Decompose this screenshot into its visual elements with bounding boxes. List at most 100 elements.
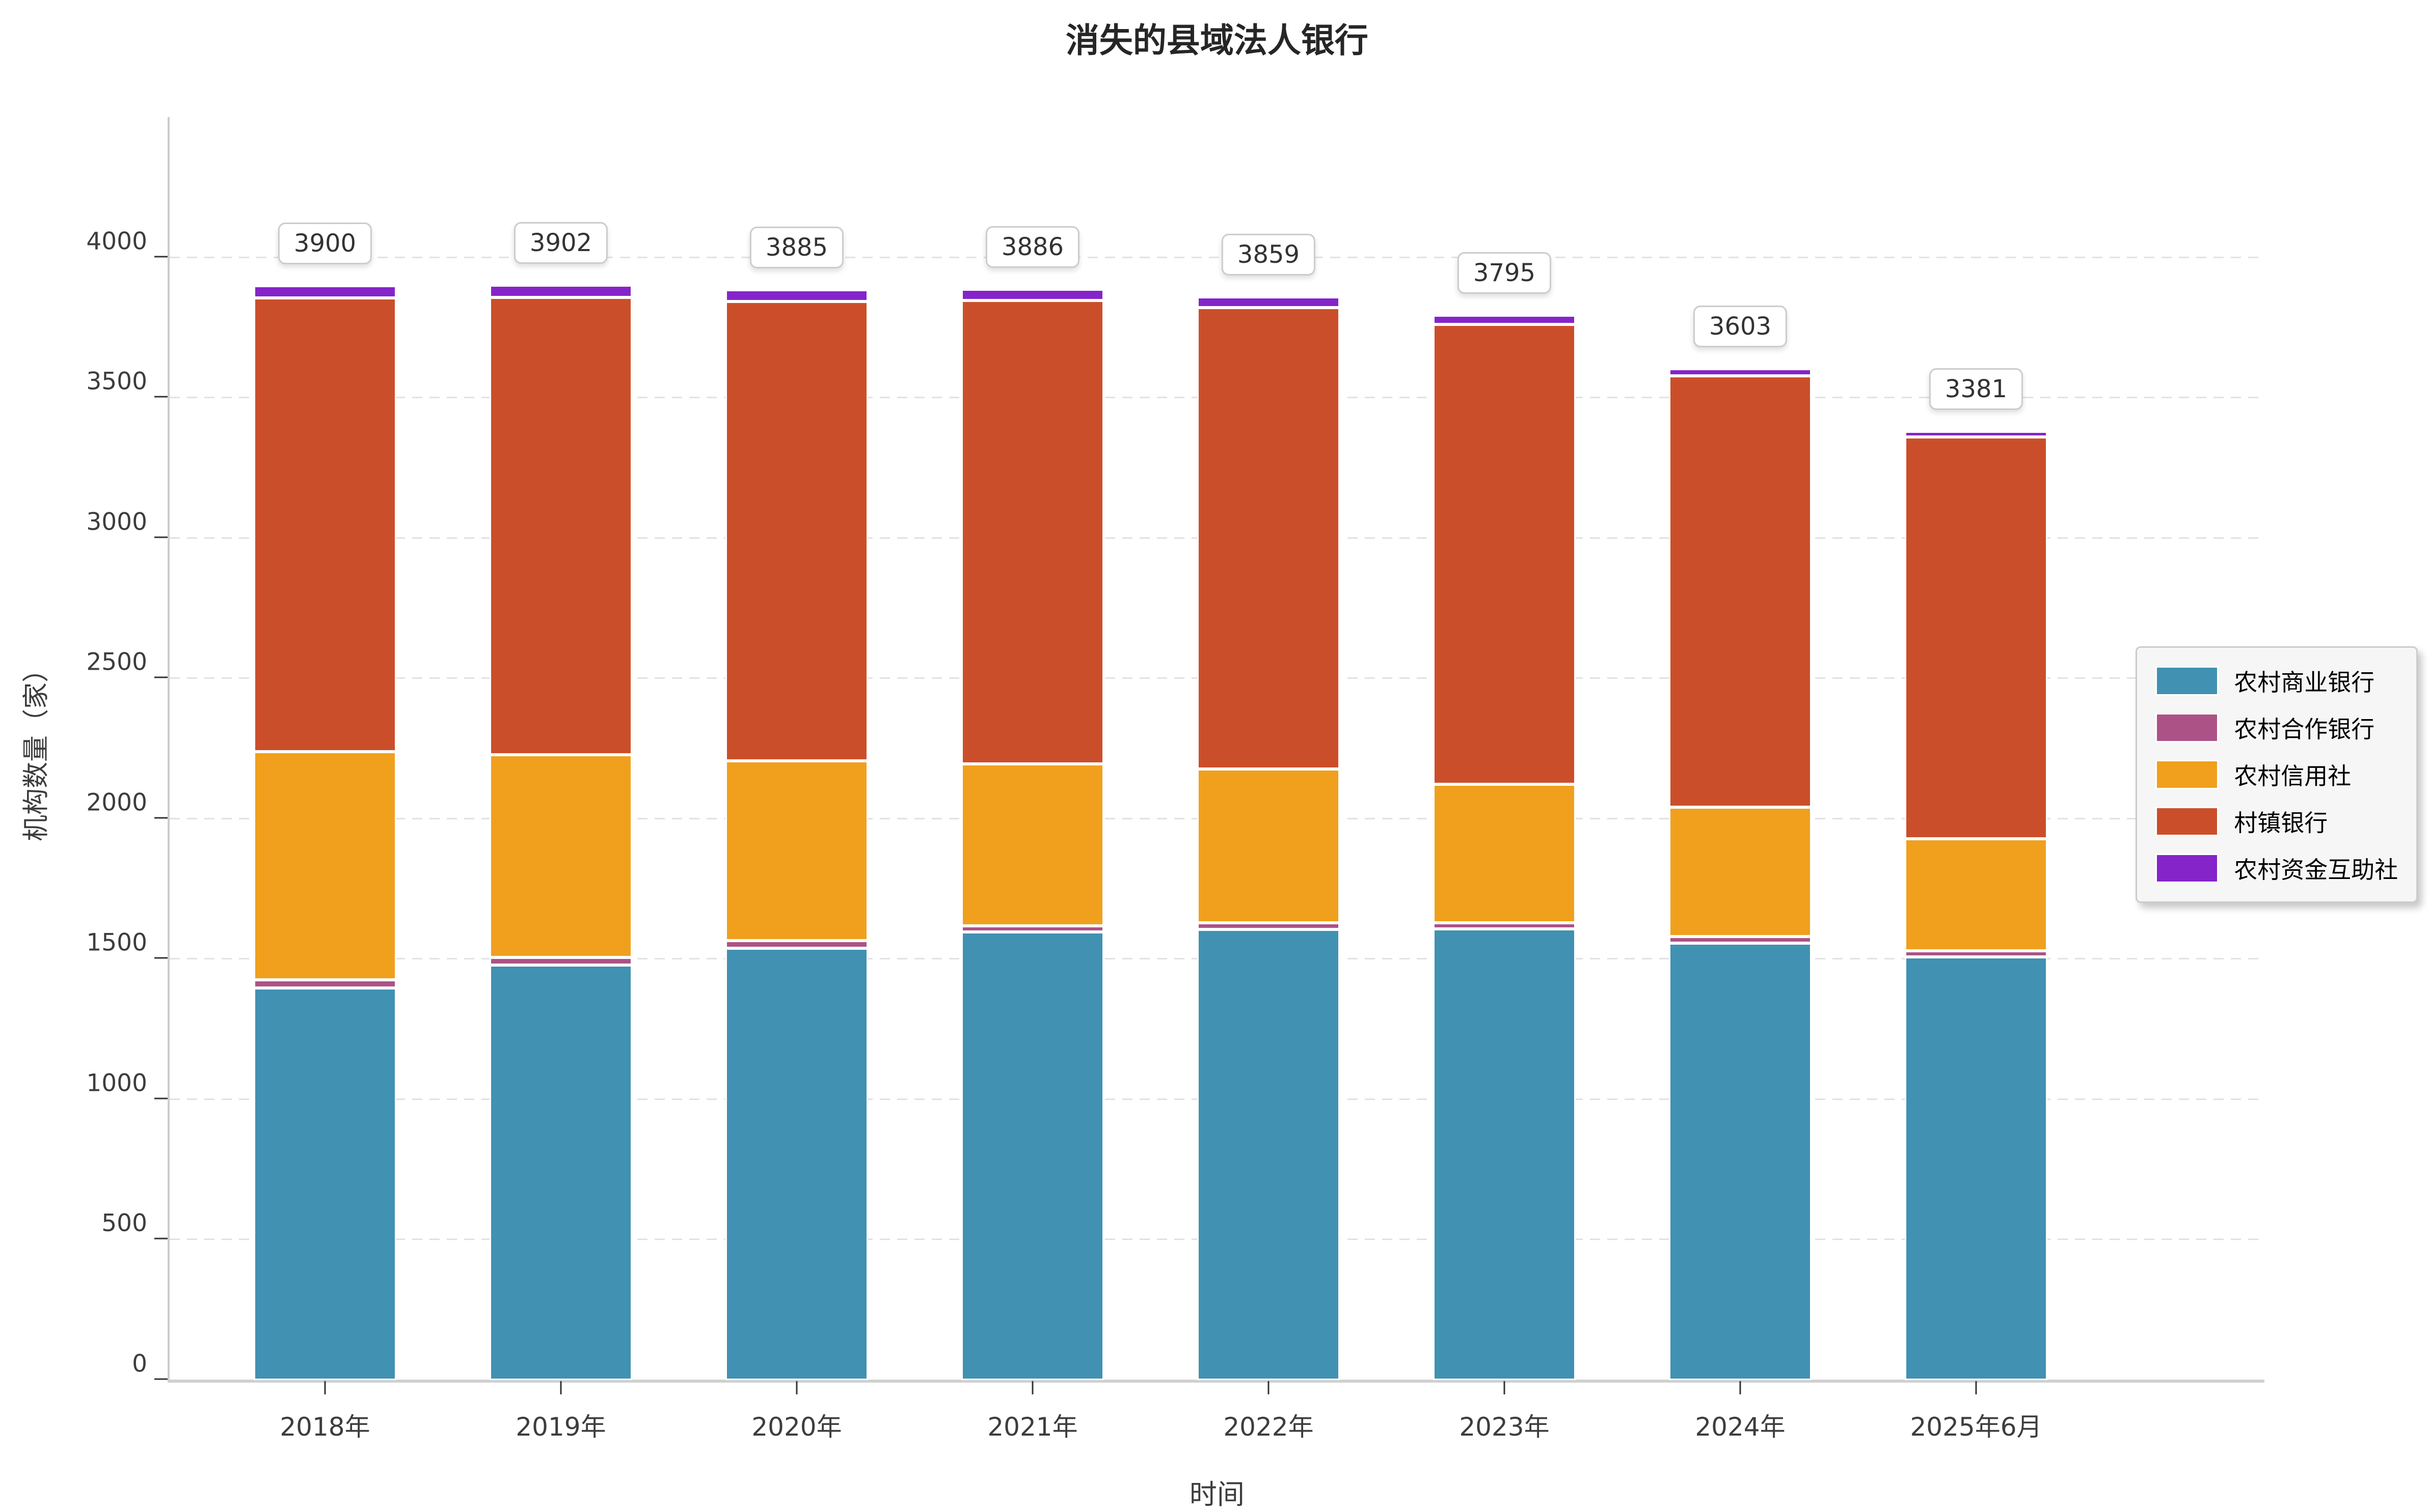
segment-rural-cooperative-bank [1905, 950, 2047, 957]
segment-rural-cooperative-bank [1669, 937, 1812, 943]
legend-item-rural-mutual-aid-cooperative: 农村资金互助社 [2155, 851, 2398, 885]
segment-rural-commercial-bank [725, 948, 868, 1380]
segment-rural-mutual-aid-cooperative [1433, 315, 1576, 324]
bar-group-2019年: 3902 2019年 [489, 117, 632, 1442]
segment-village-bank [961, 300, 1104, 764]
y-tick-label: 3500 [86, 367, 147, 396]
x-tick-label: 2018年 [280, 1412, 370, 1442]
bar-group-2023年: 3795 2023年 [1433, 117, 1576, 1442]
x-tick-label: 2023年 [1459, 1412, 1550, 1442]
segment-rural-mutual-aid-cooperative [489, 285, 632, 297]
y-tick-label: 2500 [86, 648, 147, 676]
segment-village-bank [489, 297, 632, 755]
segment-rural-commercial-bank [1433, 929, 1576, 1380]
y-tick-mark [154, 396, 168, 398]
y-tick-label: 2000 [86, 788, 147, 817]
segment-rural-credit-cooperative [1669, 807, 1812, 937]
legend-label: 农村商业银行 [2234, 669, 2375, 697]
segment-rural-mutual-aid-cooperative [1905, 431, 2047, 437]
segment-rural-cooperative-bank [253, 979, 396, 988]
segment-rural-commercial-bank [961, 932, 1104, 1380]
y-tick-mark [154, 1238, 168, 1240]
segment-rural-cooperative-bank [489, 957, 632, 966]
legend-swatch-rural-cooperative-bank [2155, 713, 2219, 743]
chart-title: 消失的县域法人银行 [1065, 21, 1368, 60]
bar-total-label: 3900 [278, 222, 372, 264]
legend-item-rural-credit-cooperative: 农村信用社 [2155, 758, 2398, 791]
segment-rural-credit-cooperative [253, 752, 396, 980]
bar-group-2021年: 3886 2021年 [961, 117, 1104, 1442]
y-tick-mark [154, 536, 168, 538]
segment-rural-cooperative-bank [725, 940, 868, 948]
y-tick-label: 500 [101, 1209, 147, 1238]
y-tick-label: 3000 [86, 508, 147, 536]
bar-total-label: 3381 [1929, 368, 2023, 410]
segment-rural-mutual-aid-cooperative [1669, 369, 1812, 376]
segment-village-bank [725, 301, 868, 761]
bar-total-label: 3859 [1221, 234, 1316, 276]
x-tick-mark [560, 1381, 562, 1394]
x-tick-label: 2019年 [516, 1412, 606, 1442]
legend-label: 农村信用社 [2234, 762, 2352, 790]
gridline-4000 [169, 256, 2265, 258]
segment-rural-credit-cooperative [1433, 784, 1576, 923]
segment-rural-commercial-bank [253, 988, 396, 1380]
x-tick-mark [796, 1381, 798, 1394]
legend-item-rural-cooperative-bank: 农村合作银行 [2155, 711, 2398, 745]
y-tick-mark [154, 676, 168, 678]
bar-group-2022年: 3859 2022年 [1197, 117, 1340, 1442]
y-tick-mark [154, 817, 168, 819]
bar-total-label: 3886 [985, 226, 1080, 268]
x-tick-mark [1975, 1381, 1977, 1394]
segment-village-bank [1433, 324, 1576, 784]
segment-rural-credit-cooperative [1197, 769, 1340, 923]
x-tick-mark [1267, 1381, 1269, 1394]
segment-rural-credit-cooperative [489, 755, 632, 958]
segment-rural-commercial-bank [1669, 943, 1812, 1380]
segment-village-bank [1905, 436, 2047, 839]
segment-village-bank [1669, 376, 1812, 808]
segment-rural-credit-cooperative [1905, 838, 2047, 951]
segment-village-bank [253, 298, 396, 752]
segment-rural-commercial-bank [1197, 929, 1340, 1380]
x-tick-label: 2024年 [1695, 1412, 1786, 1442]
y-axis-line [167, 117, 170, 1380]
legend-swatch-rural-commercial-bank [2155, 666, 2219, 696]
bar-total-label: 3603 [1693, 306, 1788, 348]
bar-group-2018年: 3900 2018年 [253, 117, 396, 1442]
bar-group-2020年: 3885 2020年 [725, 117, 868, 1442]
segment-village-bank [1197, 307, 1340, 769]
x-axis-line [167, 1380, 2265, 1383]
plot-area: 0 500 1000 1500 2000 2500 3000 3500 4000 3900 2018… [86, 117, 2265, 1442]
legend-swatch-rural-mutual-aid-cooperative [2155, 854, 2219, 884]
legend-label: 农村合作银行 [2234, 716, 2375, 744]
segment-rural-commercial-bank [489, 965, 632, 1380]
bar-total-label: 3795 [1457, 252, 1552, 294]
bar-group-2025年6月: 3381 2025年6月 [1905, 117, 2047, 1442]
y-tick-mark [154, 256, 168, 258]
legend: 农村商业银行 农村合作银行 农村信用社村镇银行农村资金互助社 [2136, 646, 2418, 903]
y-axis-title: 机构数量（家） [21, 655, 52, 841]
x-axis-title: 时间 [1189, 1478, 1245, 1510]
y-tick-label: 0 [132, 1350, 147, 1378]
segment-rural-commercial-bank [1905, 957, 2047, 1380]
x-tick-label: 2021年 [987, 1412, 1078, 1442]
x-tick-label: 2022年 [1223, 1412, 1314, 1442]
x-tick-label: 2025年6月 [1910, 1412, 2042, 1442]
y-tick-mark [154, 957, 168, 959]
segment-rural-cooperative-bank [1433, 922, 1576, 929]
legend-item-village-bank: 村镇银行 [2155, 805, 2398, 838]
y-tick-label: 4000 [86, 227, 147, 256]
segment-rural-credit-cooperative [725, 760, 868, 941]
legend-swatch-rural-credit-cooperative [2155, 760, 2219, 790]
x-tick-mark [324, 1381, 326, 1394]
segment-rural-mutual-aid-cooperative [1197, 297, 1340, 308]
y-tick-label: 1500 [86, 928, 147, 957]
x-tick-mark [1503, 1381, 1505, 1394]
x-tick-mark [1739, 1381, 1741, 1394]
segment-rural-mutual-aid-cooperative [961, 289, 1104, 300]
legend-label: 农村资金互助社 [2234, 856, 2398, 884]
bar-total-label: 3885 [749, 226, 844, 268]
segment-rural-cooperative-bank [1197, 923, 1340, 929]
